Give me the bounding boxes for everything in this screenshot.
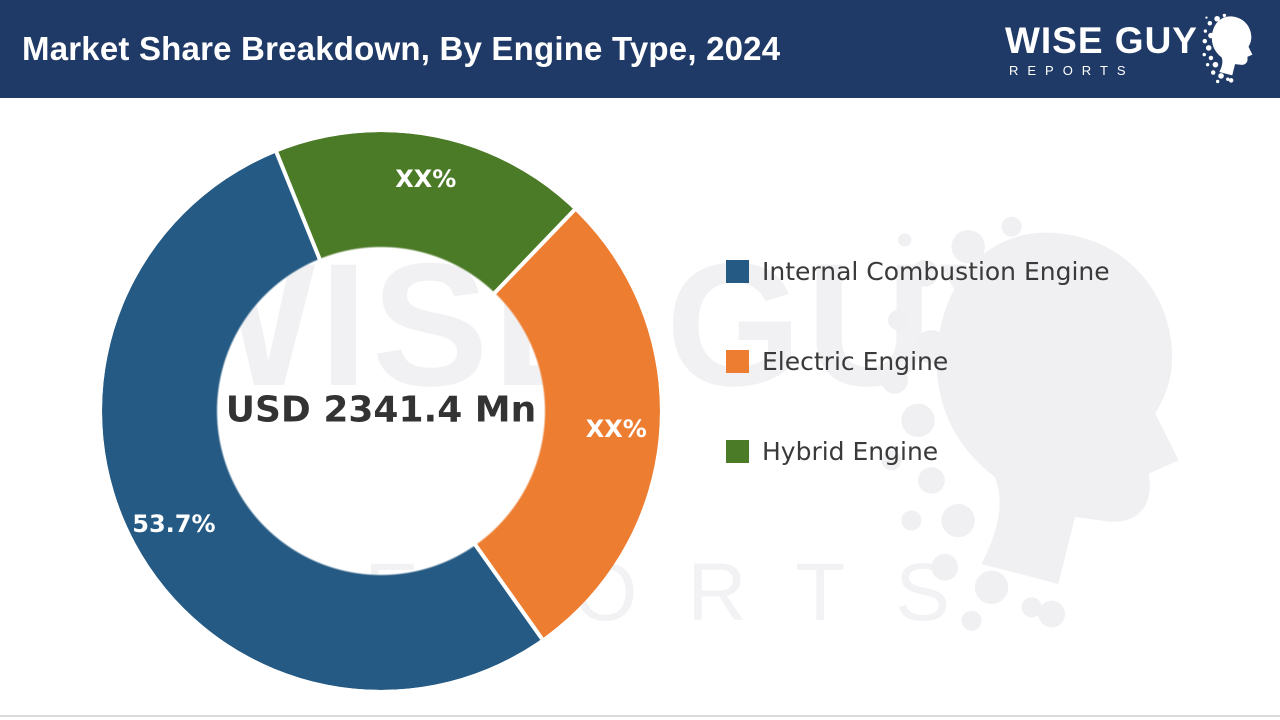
legend-label: Internal Combustion Engine bbox=[762, 256, 1110, 286]
donut-chart bbox=[102, 132, 660, 690]
brand-logo: WISE GUY REPORTS bbox=[1005, 13, 1258, 85]
legend-item-electric-engine: Electric Engine bbox=[726, 339, 1110, 383]
brand-subname: REPORTS bbox=[1008, 62, 1135, 78]
legend-swatch bbox=[726, 259, 749, 283]
bottom-rule bbox=[0, 715, 1280, 717]
legend: Internal Combustion Engine Electric Engi… bbox=[726, 249, 1110, 519]
brand-face-icon bbox=[1202, 13, 1253, 84]
slice-separator bbox=[379, 409, 544, 640]
brand-name: WISE GUY bbox=[1004, 19, 1198, 61]
slice-separator bbox=[274, 151, 383, 412]
legend-item-internal-combustion-engine: Internal Combustion Engine bbox=[726, 249, 1110, 293]
page-title: Market Share Breakdown, By Engine Type, … bbox=[22, 30, 781, 67]
legend-label: Hybrid Engine bbox=[762, 436, 939, 466]
legend-swatch bbox=[726, 439, 749, 463]
legend-item-hybrid-engine: Hybrid Engine bbox=[726, 429, 1110, 473]
legend-label: Electric Engine bbox=[762, 346, 949, 376]
slice-separator bbox=[379, 208, 576, 413]
legend-swatch bbox=[726, 349, 749, 373]
brand-text: WISE GUY REPORTS bbox=[1005, 22, 1198, 77]
header-bar: Market Share Breakdown, By Engine Type, … bbox=[0, 0, 1280, 98]
